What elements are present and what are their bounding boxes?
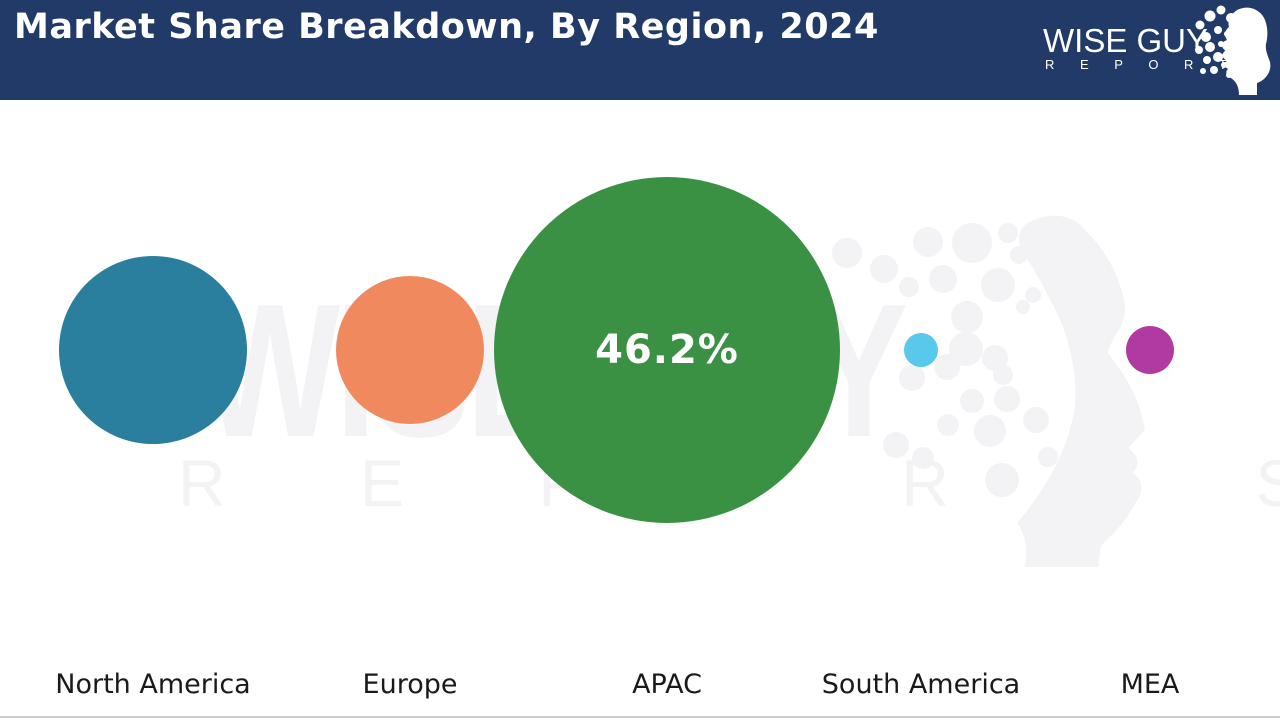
category-label-north-america: North America <box>55 669 251 700</box>
bubble-europe <box>336 276 484 424</box>
category-label-europe: Europe <box>362 669 458 700</box>
bubble-north-america <box>59 256 247 444</box>
bubble-apac: 46.2% <box>494 177 840 523</box>
axis-baseline <box>0 716 1280 718</box>
wise-guy-reports-logo: WISE GUY R E P O R T S <box>1030 0 1280 100</box>
bubble-south-america <box>904 333 938 367</box>
bubble-chart: WISE GUY R E P O R T S North AmericaEuro… <box>0 100 1280 720</box>
bubble-value-label: 46.2% <box>595 327 739 373</box>
category-label-south-america: South America <box>821 669 1021 700</box>
page-title: Market Share Breakdown, By Region, 2024 <box>14 7 879 47</box>
logo-wordmark: WISE GUY <box>1043 22 1209 59</box>
logo-head-icon <box>1195 5 1271 95</box>
header-bar: Market Share Breakdown, By Region, 2024 … <box>0 0 1280 100</box>
watermark-head-icon <box>832 215 1145 567</box>
category-label-mea: MEA <box>1120 669 1180 700</box>
category-label-apac: APAC <box>632 669 702 700</box>
bubble-mea <box>1126 326 1174 374</box>
